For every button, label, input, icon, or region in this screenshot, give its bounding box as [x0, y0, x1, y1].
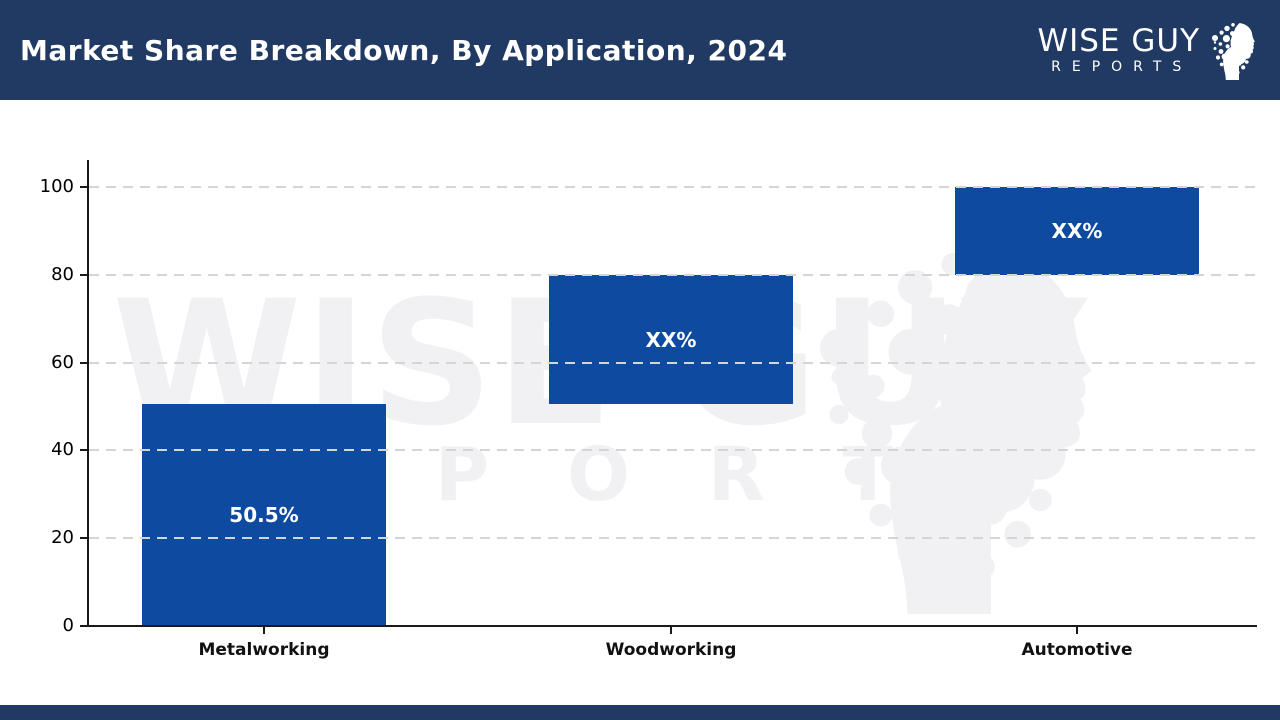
y-tick-100 — [80, 186, 87, 188]
y-tick-label: 0 — [62, 615, 74, 636]
y-axis-spine — [87, 160, 89, 627]
y-tick-label: 20 — [51, 527, 74, 549]
x-tick-woodworking — [670, 627, 672, 634]
y-tick-60 — [80, 361, 87, 364]
y-tick-label: 80 — [51, 263, 74, 285]
x-tick-label-woodworking: Woodworking — [605, 640, 737, 660]
y-tick-80 — [80, 273, 87, 276]
bar-woodworking: XX% — [549, 274, 793, 405]
wiseguy-face-icon — [1206, 11, 1266, 89]
watermark-face-icon — [782, 228, 1162, 620]
header: Market Share Breakdown, By Application, … — [0, 0, 1280, 100]
gridline-100 — [89, 186, 1256, 188]
bar-automotive: XX% — [955, 187, 1199, 275]
gridline-20 — [89, 537, 1256, 540]
footer-bar — [0, 705, 1280, 720]
bar-value-label: 50.5% — [229, 503, 299, 528]
page-title: Market Share Breakdown, By Application, … — [20, 33, 788, 67]
wiseguy-logo: WISE GUY REPORTS — [1037, 11, 1266, 89]
logo-text: WISE GUY REPORTS — [1037, 25, 1200, 76]
y-tick-20 — [80, 537, 87, 540]
bar-value-label: XX% — [1051, 218, 1103, 243]
logo-subtitle: REPORTS — [1051, 59, 1193, 76]
x-axis-spine — [87, 625, 1257, 627]
bar-value-label: XX% — [645, 327, 697, 352]
x-tick-label-automotive: Automotive — [1021, 640, 1133, 660]
y-tick-40 — [80, 449, 87, 452]
gridline-60 — [89, 361, 1256, 364]
x-tick-label-metalworking: Metalworking — [198, 640, 330, 660]
y-tick-label: 60 — [51, 351, 74, 373]
y-tick-label: 100 — [39, 176, 74, 197]
gridline-40 — [89, 449, 1256, 452]
y-tick-0 — [80, 625, 87, 627]
x-tick-automotive — [1076, 627, 1078, 634]
chart-area: WISE GUY R E P O R T S 50.5%XX%XX%020406… — [0, 100, 1280, 705]
bar-metalworking: 50.5% — [142, 404, 386, 626]
x-tick-metalworking — [263, 627, 265, 634]
logo-wordmark: WISE GUY — [1037, 22, 1200, 59]
gridline-80 — [89, 273, 1256, 276]
y-tick-label: 40 — [51, 439, 74, 461]
